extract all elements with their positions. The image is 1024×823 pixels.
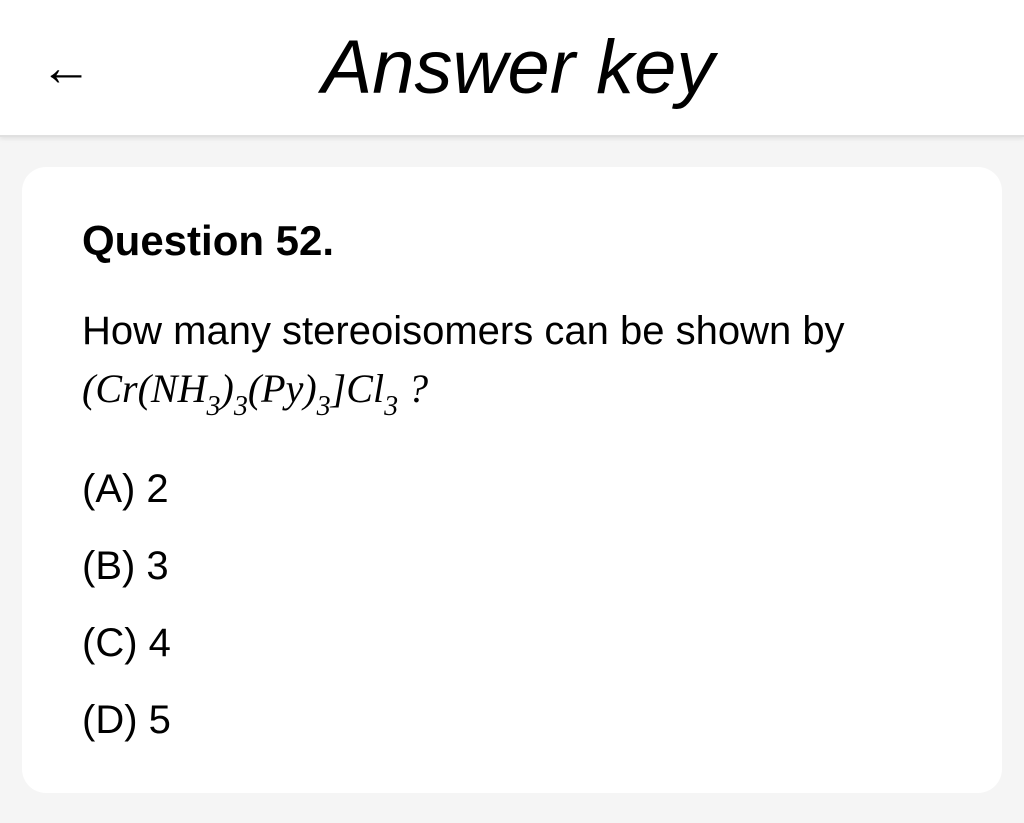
question-card: Question 52. How many stereoisomers can … bbox=[22, 167, 1002, 793]
formula-l: l bbox=[373, 366, 384, 411]
formula-sub3b: 3 bbox=[234, 391, 248, 422]
formula-close1: ) bbox=[220, 366, 233, 411]
formula-sub3d: 3 bbox=[384, 391, 398, 422]
formula-open: ( bbox=[82, 366, 95, 411]
formula-close2: ) bbox=[303, 366, 316, 411]
question-text: How many stereoisomers can be shown by bbox=[82, 305, 942, 357]
formula-cr: Cr bbox=[95, 366, 137, 411]
option-b[interactable]: (B) 3 bbox=[82, 544, 942, 589]
formula-y: y bbox=[286, 366, 304, 411]
formula-p: P bbox=[261, 366, 285, 411]
formula-sub3c: 3 bbox=[317, 391, 331, 422]
question-number: Question 52. bbox=[82, 217, 942, 265]
back-arrow-icon[interactable]: ← bbox=[40, 42, 92, 94]
question-formula: (Cr(NH3)3(Py)3]Cl3 ? bbox=[82, 365, 942, 419]
option-d[interactable]: (D) 5 bbox=[82, 698, 942, 743]
formula-qmark: ? bbox=[398, 366, 428, 411]
content-area: Question 52. How many stereoisomers can … bbox=[0, 137, 1024, 823]
option-c[interactable]: (C) 4 bbox=[82, 621, 942, 666]
header-bar: ← Answer key bbox=[0, 0, 1024, 137]
formula-c: C bbox=[346, 366, 373, 411]
formula-h: H bbox=[178, 366, 207, 411]
formula-open2: ( bbox=[138, 366, 151, 411]
formula-close3: ] bbox=[331, 366, 347, 411]
option-a[interactable]: (A) 2 bbox=[82, 467, 942, 512]
formula-sub3a: 3 bbox=[206, 391, 220, 422]
page-title: Answer key bbox=[132, 24, 904, 111]
formula-n: N bbox=[151, 366, 178, 411]
formula-open3: ( bbox=[248, 366, 261, 411]
options-list: (A) 2 (B) 3 (C) 4 (D) 5 bbox=[82, 467, 942, 743]
